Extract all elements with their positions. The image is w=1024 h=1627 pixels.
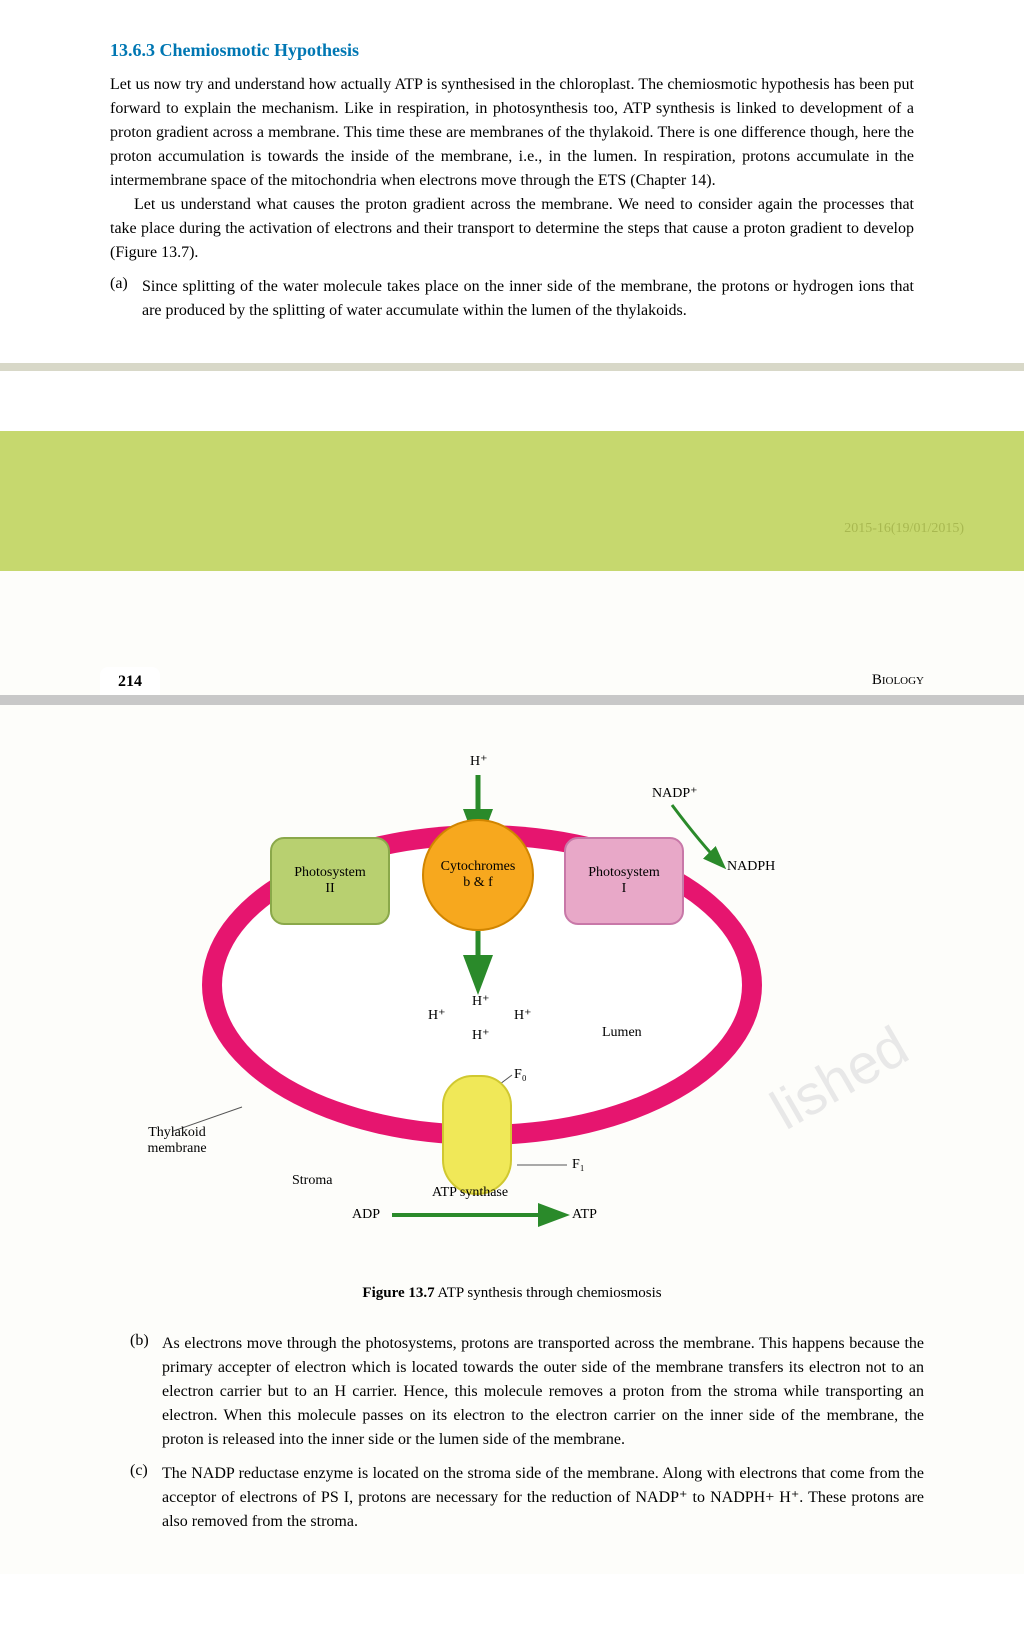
adp-label: ADP xyxy=(352,1207,380,1223)
cytochromes-node: Cytochromes b & f xyxy=(422,819,534,931)
page-header-row: 214 Biology xyxy=(0,661,1024,695)
list-content-b: As electrons move through the photosyste… xyxy=(162,1332,924,1452)
section-number: 13.6.3 xyxy=(110,40,155,60)
list-item-a: (a) Since splitting of the water molecul… xyxy=(110,275,914,323)
list-marker-a: (a) xyxy=(110,275,142,323)
date-stamp: 2015-16(19/01/2015) xyxy=(844,521,964,537)
f1-label: F₁ xyxy=(572,1157,585,1173)
chemiosmosis-diagram: lished Photosystem II Cytochromes b & f … xyxy=(172,745,852,1265)
atp-synthase-label: ATP synthase xyxy=(432,1185,508,1201)
h3-label: H⁺ xyxy=(514,1007,532,1024)
green-divider-band: 2015-16(19/01/2015) xyxy=(0,431,1024,571)
f0-label: F₀ xyxy=(514,1067,527,1083)
lower-page: 214 Biology lished Photosystem II Cytoch… xyxy=(0,571,1024,1574)
subject-label: Biology xyxy=(872,672,924,689)
page-number: 214 xyxy=(100,667,160,695)
paragraph-1: Let us now try and understand how actual… xyxy=(110,73,914,193)
h4-label: H⁺ xyxy=(472,1027,490,1044)
list-marker-c: (c) xyxy=(130,1462,162,1534)
h-top-label: H⁺ xyxy=(470,753,488,770)
list-item-b: (b) As electrons move through the photos… xyxy=(130,1332,924,1452)
list-item-c: (c) The NADP reductase enzyme is located… xyxy=(130,1462,924,1534)
ps1-label: Photosystem I xyxy=(588,865,660,897)
figure-caption: Figure 13.7 ATP synthesis through chemio… xyxy=(0,1285,1024,1302)
nadp-label: NADP⁺ xyxy=(652,785,698,802)
watermark-text: lished xyxy=(759,1013,918,1142)
h2-label: H⁺ xyxy=(472,993,490,1010)
thylakoid-label: Thylakoid membrane xyxy=(112,1125,242,1157)
photosystem-2-node: Photosystem II xyxy=(270,837,390,925)
photosystem-1-node: Photosystem I xyxy=(564,837,684,925)
list-marker-b: (b) xyxy=(130,1332,162,1452)
atp-label: ATP xyxy=(572,1207,597,1223)
section-heading: 13.6.3 Chemiosmotic Hypothesis xyxy=(110,40,914,61)
list-content-c: The NADP reductase enzyme is located on … xyxy=(162,1462,924,1534)
caption-rest: ATP synthesis through chemiosmosis xyxy=(435,1285,662,1301)
paragraph-2: Let us understand what causes the proton… xyxy=(110,193,914,265)
grey-band-top xyxy=(0,363,1024,371)
cyto-label: Cytochromes b & f xyxy=(441,859,516,891)
h1-label: H⁺ xyxy=(428,1007,446,1024)
section-title: Chemiosmotic Hypothesis xyxy=(160,40,360,60)
nadph-label: NADPH xyxy=(727,859,775,875)
lumen-label: Lumen xyxy=(602,1025,642,1041)
bottom-list: (b) As electrons move through the photos… xyxy=(0,1332,1024,1574)
caption-bold: Figure 13.7 xyxy=(362,1285,434,1301)
body-text: Let us now try and understand how actual… xyxy=(110,73,914,265)
grey-band xyxy=(0,695,1024,705)
atp-synthase-shape xyxy=(442,1075,512,1195)
list-content-a: Since splitting of the water molecule ta… xyxy=(142,275,914,323)
upper-page: 13.6.3 Chemiosmotic Hypothesis Let us no… xyxy=(0,0,1024,363)
ps2-label: Photosystem II xyxy=(294,865,366,897)
stroma-label: Stroma xyxy=(292,1173,332,1189)
